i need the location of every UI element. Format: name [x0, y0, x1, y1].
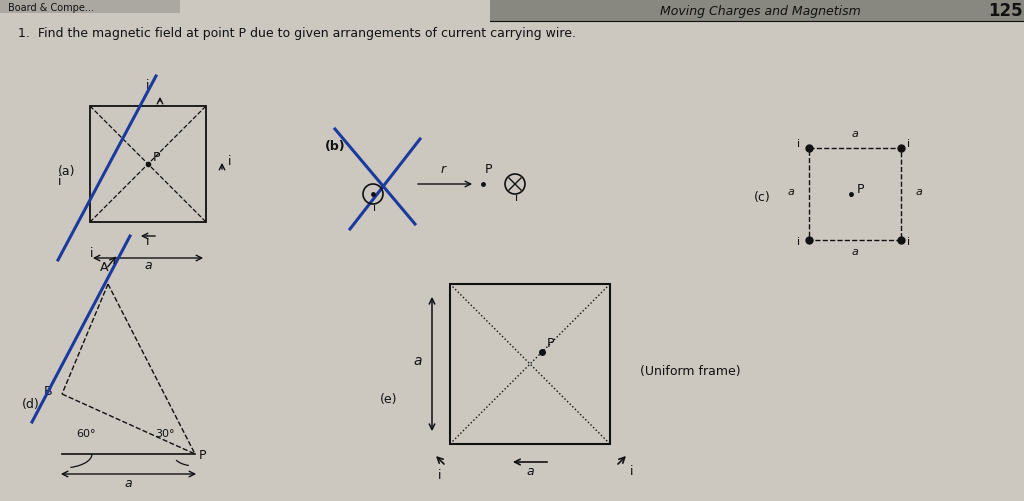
Text: i: i	[630, 464, 634, 477]
Bar	[450, 285, 610, 444]
Text: (b): (b)	[325, 140, 346, 153]
Text: P: P	[485, 163, 493, 176]
Text: i: i	[146, 234, 150, 247]
Text: P: P	[153, 151, 161, 164]
Text: a: a	[125, 476, 132, 489]
Text: i: i	[58, 175, 61, 188]
Text: i: i	[374, 202, 377, 212]
Text: Board & Compe...: Board & Compe...	[8, 3, 94, 13]
Text: i: i	[228, 155, 231, 168]
Text: (a): (a)	[58, 165, 76, 178]
Text: a: a	[915, 187, 923, 196]
Text: i: i	[907, 236, 910, 246]
Text: i: i	[90, 246, 93, 260]
Bar	[809, 149, 901, 240]
Text: a: a	[787, 187, 795, 196]
Text: 30°: 30°	[155, 428, 174, 438]
Text: P: P	[857, 183, 864, 195]
Text: Moving Charges and Magnetism: Moving Charges and Magnetism	[659, 5, 860, 18]
Text: B: B	[44, 384, 52, 397]
Bar	[90, 107, 206, 222]
Text: a: a	[852, 129, 858, 139]
Text: a: a	[526, 464, 534, 477]
Text: a: a	[414, 353, 422, 367]
Text: 125: 125	[988, 2, 1022, 20]
Text: i: i	[798, 236, 801, 246]
Text: .: .	[848, 182, 854, 200]
Text: (e): (e)	[380, 392, 397, 405]
Text: i: i	[146, 79, 150, 92]
Text: 1.  Find the magnetic field at point P due to given arrangements of current carr: 1. Find the magnetic field at point P du…	[18, 27, 575, 40]
Text: P: P	[199, 448, 207, 461]
Bar	[490, 0, 1024, 22]
Bar	[0, 0, 180, 14]
Text: i: i	[515, 192, 518, 202]
Text: a: a	[852, 246, 858, 257]
Text: i: i	[798, 139, 801, 149]
Text: i: i	[907, 139, 910, 149]
Text: (c): (c)	[754, 190, 771, 203]
Text: (d): (d)	[22, 397, 40, 410]
Text: P: P	[547, 336, 555, 349]
Text: A: A	[100, 261, 109, 274]
Text: a: a	[144, 259, 152, 272]
Text: 60°: 60°	[76, 428, 95, 438]
Text: (Uniform frame): (Uniform frame)	[640, 364, 740, 377]
Text: i: i	[438, 468, 441, 481]
Text: r: r	[440, 163, 445, 176]
